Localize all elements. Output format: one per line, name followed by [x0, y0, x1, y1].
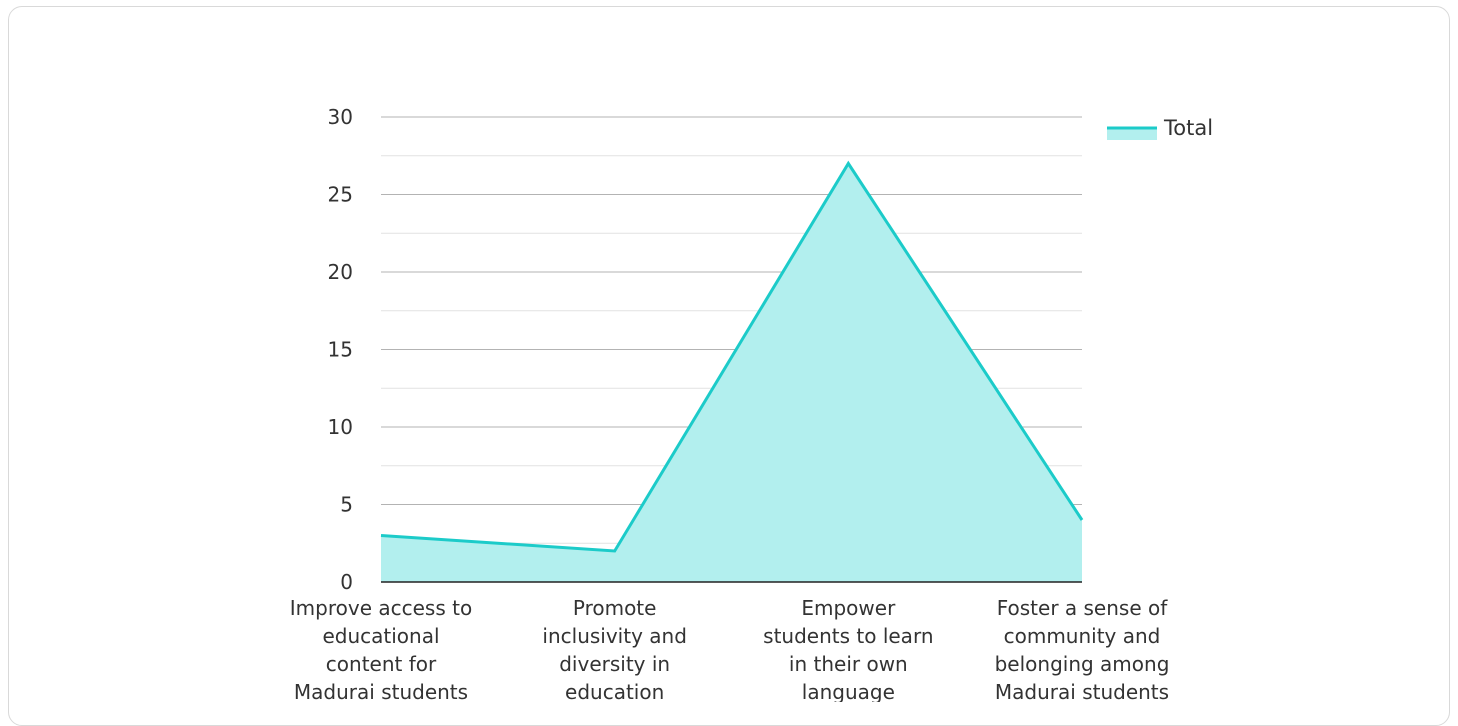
y-tick-label: 0	[340, 570, 353, 594]
y-tick-label: 10	[328, 415, 353, 439]
legend-swatch-fill	[1107, 128, 1157, 140]
y-tick-label: 30	[328, 105, 353, 129]
series-area	[381, 163, 1082, 582]
series-area-fill	[381, 164, 1082, 583]
legend[interactable]: Total	[1107, 116, 1213, 140]
y-tick-label: 25	[328, 183, 353, 207]
y-tick-label: 5	[340, 493, 353, 517]
y-axis-ticks: 0 5 10 15 20 25 30	[328, 105, 353, 594]
y-tick-label: 20	[328, 260, 353, 284]
y-tick-label: 15	[328, 338, 353, 362]
legend-label[interactable]: Total	[1163, 116, 1213, 140]
